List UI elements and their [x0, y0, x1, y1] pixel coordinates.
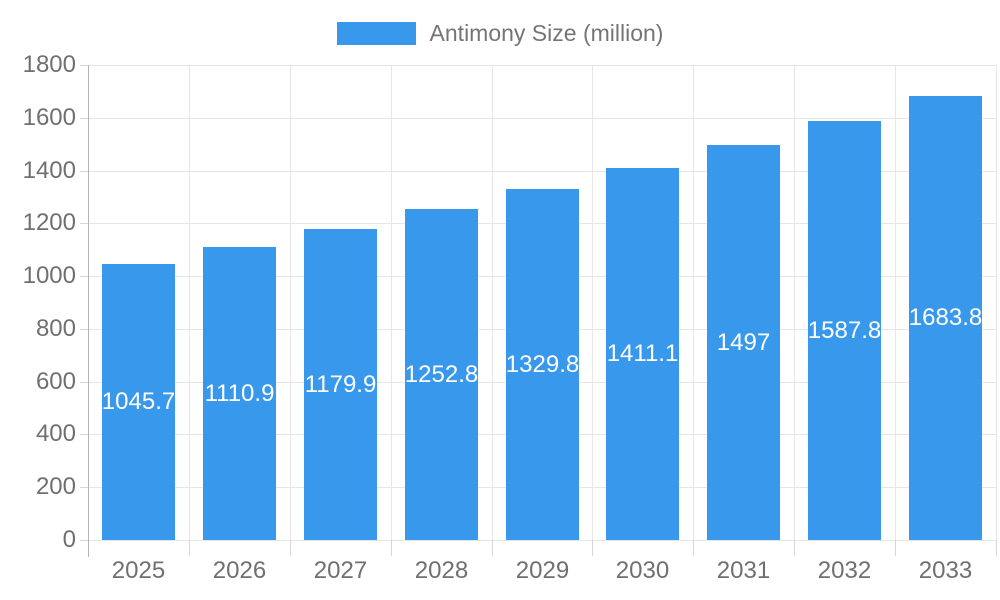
x-tick: [794, 540, 795, 556]
x-tick: [592, 540, 593, 556]
legend-label: Antimony Size (million): [429, 19, 664, 46]
y-gridline: [88, 118, 996, 119]
bar: 1329.8: [506, 189, 579, 540]
x-gridline: [592, 65, 593, 540]
y-axis-label: 1400: [22, 157, 76, 184]
y-axis-label: 1200: [22, 209, 76, 236]
x-tick: [189, 540, 190, 556]
bar: 1252.8: [405, 209, 478, 540]
x-gridline: [693, 65, 694, 540]
bar-value-label: 1411.1: [606, 340, 679, 367]
x-gridline: [391, 65, 392, 540]
bar: 1179.9: [304, 229, 377, 540]
y-axis-label: 800: [35, 315, 76, 342]
y-tick: [80, 382, 88, 383]
x-axis-label: 2025: [111, 557, 166, 584]
x-gridline: [189, 65, 190, 540]
x-axis-label: 2032: [817, 557, 872, 584]
legend-swatch: [336, 21, 416, 45]
y-tick: [80, 487, 88, 488]
x-gridline: [290, 65, 291, 540]
x-gridline: [794, 65, 795, 540]
x-tick: [895, 540, 896, 556]
y-tick: [80, 223, 88, 224]
bar-value-label: 1587.8: [807, 316, 882, 344]
bar-value-label: 1045.7: [101, 388, 176, 415]
y-axis-label: 0: [62, 526, 76, 553]
y-axis-label: 1800: [22, 51, 76, 78]
bar: 1411.1: [606, 168, 679, 540]
x-axis-label: 2028: [414, 557, 469, 584]
y-axis-label: 200: [35, 473, 76, 500]
y-axis-label: 1600: [22, 104, 76, 131]
y-tick: [80, 434, 88, 435]
bar: 1587.8: [808, 121, 881, 540]
bar-value-label: 1252.8: [404, 360, 479, 388]
y-axis-line: [88, 65, 89, 557]
x-tick: [996, 540, 997, 556]
y-tick: [80, 540, 88, 541]
x-axis-label: 2031: [716, 557, 771, 584]
bar-value-label: 1179.9: [304, 370, 377, 398]
y-tick: [80, 171, 88, 172]
x-axis-label: 2033: [918, 557, 973, 584]
bar-value-label: 1110.9: [204, 379, 275, 407]
x-gridline: [895, 65, 896, 540]
x-axis-label: 2030: [615, 557, 670, 584]
plot-area: 0 200 400 600 800 1000 1200 1400 1600 1800 1045.7 2…: [23, 53, 997, 584]
y-gridline: [88, 171, 996, 172]
x-axis-label: 2027: [313, 557, 368, 584]
x-gridline: [996, 65, 997, 540]
y-gridline: [88, 540, 996, 541]
x-tick: [492, 540, 493, 556]
y-axis-label: 400: [35, 420, 76, 447]
x-tick: [391, 540, 392, 556]
bar-value-label: 1329.8: [505, 350, 580, 378]
y-tick: [80, 329, 88, 330]
bar-value-label: 1683.8: [908, 304, 983, 331]
bar-value-label: 1497: [716, 328, 771, 356]
y-tick: [80, 276, 88, 277]
x-gridline: [492, 65, 493, 540]
bar: 1497: [707, 145, 780, 540]
x-axis-label: 2026: [212, 557, 267, 584]
y-axis-label: 1000: [22, 262, 76, 289]
bar: 1045.7: [102, 264, 175, 540]
bar: 1110.9: [203, 247, 276, 540]
x-tick: [290, 540, 291, 556]
bar: 1683.8: [909, 96, 982, 540]
y-gridline: [88, 65, 996, 66]
x-axis-label: 2029: [515, 557, 570, 584]
y-tick: [80, 65, 88, 66]
legend: Antimony Size (million): [0, 20, 1000, 46]
y-tick: [80, 118, 88, 119]
x-tick: [693, 540, 694, 556]
y-axis-label: 600: [35, 368, 76, 395]
